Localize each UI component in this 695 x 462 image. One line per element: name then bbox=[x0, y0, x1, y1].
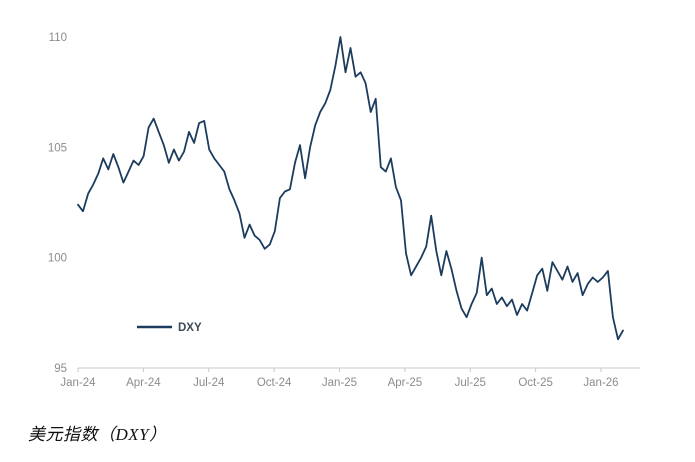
x-tick-label: Jul-24 bbox=[193, 377, 225, 389]
y-tick-label: 95 bbox=[54, 363, 67, 375]
x-tick-label: Apr-24 bbox=[126, 377, 161, 389]
x-tick-label: Apr-25 bbox=[388, 377, 423, 389]
x-tick-label: Oct-24 bbox=[257, 377, 292, 389]
x-axis: Jan-24 Apr-24 Jul-24 Oct-24 Jan-25 Apr-25 Jul-… bbox=[60, 367, 640, 389]
legend-label: DXY bbox=[178, 322, 202, 334]
y-tick-label: 105 bbox=[48, 142, 67, 154]
x-tick-label: Jan-25 bbox=[322, 377, 357, 389]
y-tick-label: 110 bbox=[49, 32, 67, 44]
dxy-line-series bbox=[77, 36, 624, 341]
y-axis-labels: 95 100 105 110 bbox=[48, 32, 67, 375]
x-tick-label: Jan-24 bbox=[60, 377, 96, 389]
y-tick-label: 100 bbox=[48, 253, 67, 265]
x-tick-label: Jan-26 bbox=[583, 377, 618, 389]
chart-caption: 美元指数（DXY） bbox=[28, 425, 167, 444]
legend: DXY bbox=[137, 322, 202, 334]
x-tick-label: Jul-25 bbox=[455, 377, 486, 389]
x-tick-label: Oct-25 bbox=[518, 377, 553, 389]
